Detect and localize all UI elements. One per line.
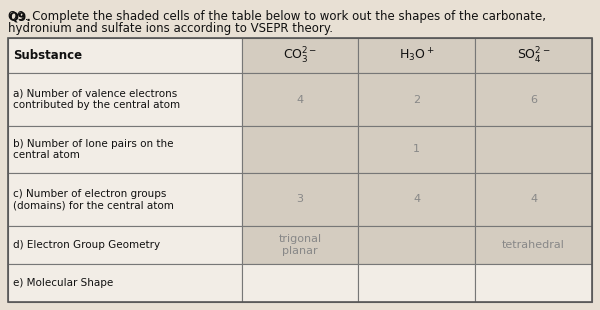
Text: b) Number of lone pairs on the
central atom: b) Number of lone pairs on the central a… <box>13 139 173 160</box>
Bar <box>475 264 592 302</box>
Bar <box>475 173 592 226</box>
Bar <box>8 173 242 226</box>
Text: a) Number of valence electrons
contributed by the central atom: a) Number of valence electrons contribut… <box>13 89 180 110</box>
Text: 2: 2 <box>413 95 421 104</box>
Bar <box>358 173 475 226</box>
Text: 4: 4 <box>296 95 304 104</box>
Text: H$_3$O$^+$: H$_3$O$^+$ <box>399 47 434 64</box>
Bar <box>475 38 592 73</box>
Text: Q9. Complete the shaded cells of the table below to work out the shapes of the c: Q9. Complete the shaded cells of the tab… <box>8 10 546 23</box>
Bar <box>475 226 592 264</box>
Text: 1: 1 <box>413 144 421 154</box>
Bar <box>242 264 358 302</box>
Text: hydronium and sulfate ions according to VSEPR theory.: hydronium and sulfate ions according to … <box>8 22 333 35</box>
Bar <box>242 73 358 126</box>
Text: 4: 4 <box>530 194 537 204</box>
Bar <box>358 38 475 73</box>
Text: Q9.: Q9. <box>8 10 31 23</box>
Bar <box>358 264 475 302</box>
Bar <box>475 126 592 173</box>
Bar <box>8 38 242 73</box>
Bar <box>358 126 475 173</box>
Text: 3: 3 <box>296 194 304 204</box>
Text: d) Electron Group Geometry: d) Electron Group Geometry <box>13 240 160 250</box>
Text: SO$_4^{2-}$: SO$_4^{2-}$ <box>517 46 550 66</box>
Text: CO$_3^{2-}$: CO$_3^{2-}$ <box>283 46 317 66</box>
Text: tetrahedral: tetrahedral <box>502 240 565 250</box>
Bar <box>8 126 242 173</box>
Bar <box>8 264 242 302</box>
Bar <box>8 73 242 126</box>
Bar <box>8 226 242 264</box>
Bar <box>475 73 592 126</box>
Text: trigonal
planar: trigonal planar <box>278 234 322 256</box>
Bar <box>242 38 358 73</box>
Bar <box>242 126 358 173</box>
Bar <box>358 73 475 126</box>
Bar <box>358 226 475 264</box>
Text: 4: 4 <box>413 194 421 204</box>
Text: Substance: Substance <box>13 49 82 62</box>
Bar <box>8 38 592 302</box>
Text: e) Molecular Shape: e) Molecular Shape <box>13 278 113 288</box>
Text: c) Number of electron groups
(domains) for the central atom: c) Number of electron groups (domains) f… <box>13 188 174 210</box>
Bar <box>242 173 358 226</box>
Text: 6: 6 <box>530 95 537 104</box>
Bar <box>242 226 358 264</box>
